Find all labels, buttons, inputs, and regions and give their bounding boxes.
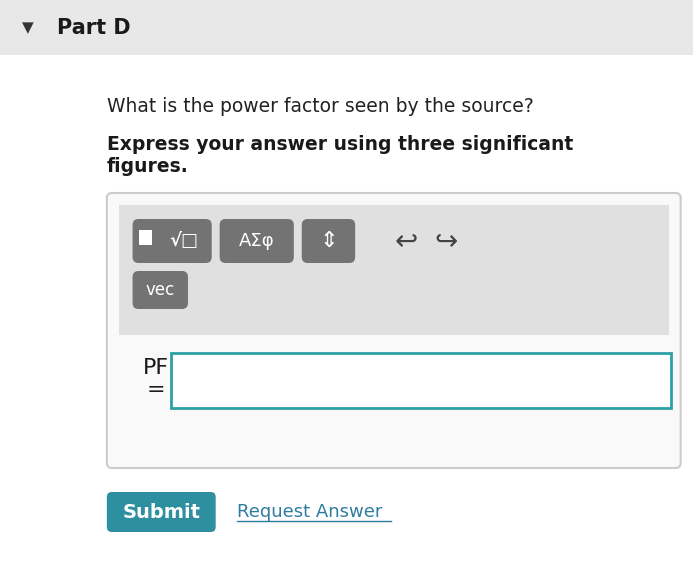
FancyBboxPatch shape	[132, 271, 188, 309]
Text: ⇕: ⇕	[319, 231, 338, 251]
Text: =: =	[147, 380, 166, 400]
Text: figures.: figures.	[107, 157, 188, 176]
Text: Request Answer: Request Answer	[237, 503, 383, 521]
FancyBboxPatch shape	[132, 219, 211, 263]
Text: Submit: Submit	[122, 502, 200, 521]
Bar	[172, 353, 671, 408]
Text: AΣφ: AΣφ	[239, 232, 274, 250]
Bar	[119, 205, 668, 335]
Text: What is the power factor seen by the source?: What is the power factor seen by the sou…	[107, 97, 533, 116]
Text: ↩: ↩	[395, 227, 419, 255]
Bar	[0, 0, 692, 55]
Text: √□: √□	[169, 232, 199, 250]
FancyBboxPatch shape	[220, 219, 294, 263]
Text: Part D: Part D	[57, 18, 131, 38]
FancyBboxPatch shape	[107, 193, 680, 468]
Text: ↪: ↪	[435, 227, 458, 255]
Text: vec: vec	[146, 281, 175, 299]
Bar	[139, 230, 153, 245]
Text: PF: PF	[144, 358, 169, 378]
Text: Express your answer using three significant: Express your answer using three signific…	[107, 135, 573, 154]
FancyBboxPatch shape	[107, 492, 216, 532]
Text: ▼: ▼	[22, 20, 34, 35]
FancyBboxPatch shape	[302, 219, 355, 263]
